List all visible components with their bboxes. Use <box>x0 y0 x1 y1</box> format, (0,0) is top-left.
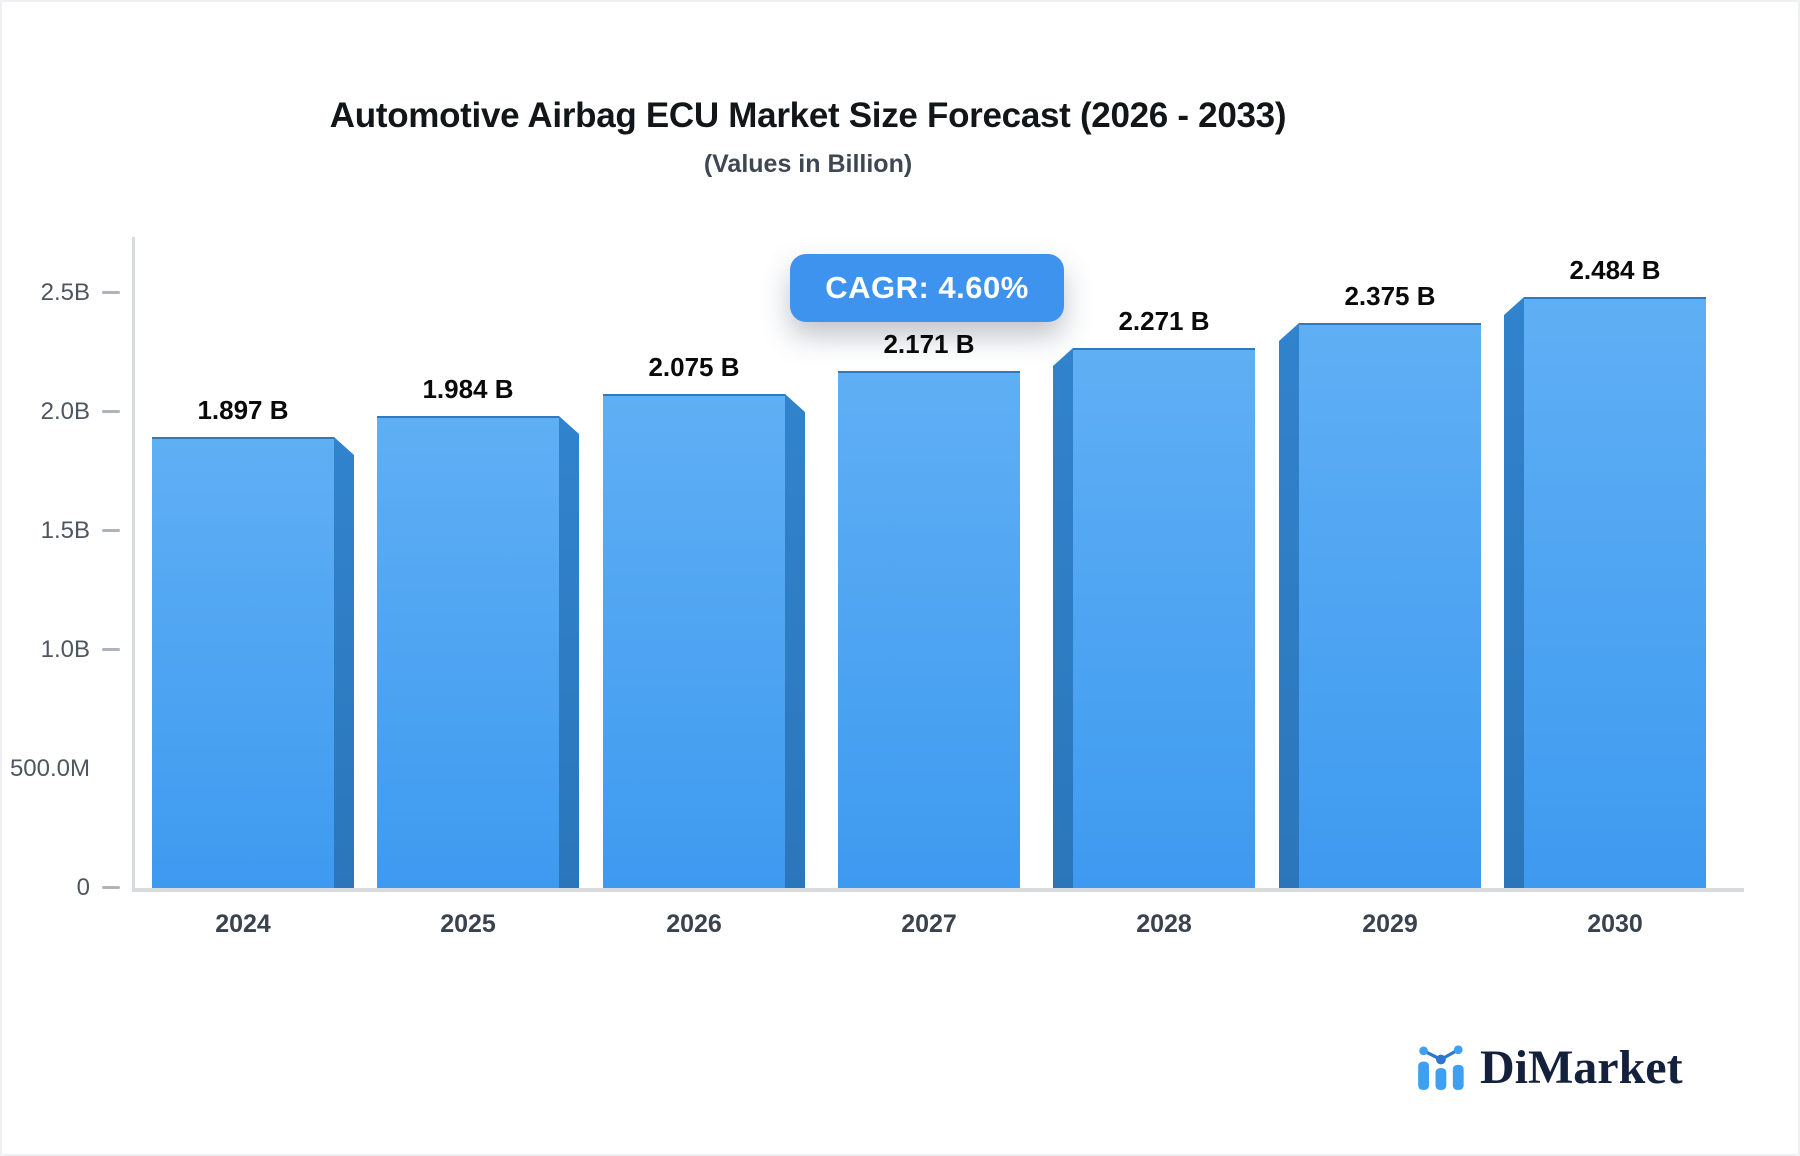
bar <box>1073 348 1255 888</box>
y-tick-mark <box>102 410 120 413</box>
chart-header: Automotive Airbag ECU Market Size Foreca… <box>2 2 1614 192</box>
y-axis-line <box>132 237 135 892</box>
x-axis-label: 2024 <box>215 910 271 938</box>
bar-value-label: 1.984 B <box>422 374 514 404</box>
bar <box>1299 323 1481 888</box>
bar-value-label: 2.171 B <box>883 329 975 359</box>
dimarket-logo: DiMarket <box>1416 1040 1683 1094</box>
y-axis-label: 1.0B <box>40 636 90 663</box>
bar-3d-side <box>559 416 579 888</box>
x-axis-label: 2028 <box>1136 910 1192 938</box>
bar-value-label: 1.897 B <box>197 395 289 425</box>
chart-title: Automotive Airbag ECU Market Size Foreca… <box>329 96 1287 135</box>
y-tick-mark <box>102 648 120 651</box>
cagr-badge-label: CAGR: 4.60% <box>825 270 1029 305</box>
y-axis-label: 0 <box>76 874 90 901</box>
bar-3d-side <box>785 394 805 888</box>
y-tick-mark <box>102 886 120 889</box>
y-axis-label: 2.0B <box>40 398 90 425</box>
bar <box>152 437 334 888</box>
x-axis-label: 2027 <box>901 910 957 938</box>
bar-3d-side <box>334 437 354 888</box>
bar-3d-side <box>1504 297 1524 888</box>
bar <box>838 371 1020 888</box>
bar-value-label: 2.075 B <box>648 352 740 382</box>
x-axis-label: 2026 <box>666 910 722 938</box>
cagr-badge: CAGR: 4.60% <box>790 254 1064 322</box>
x-axis-label: 2030 <box>1587 910 1643 938</box>
bar <box>603 394 785 888</box>
x-axis-label: 2025 <box>440 910 496 938</box>
y-axis-label: 2.5B <box>40 279 90 306</box>
bar-value-label: 2.375 B <box>1344 281 1436 311</box>
dimarket-logo-text: DiMarket <box>1480 1040 1683 1094</box>
dimarket-logo-icon <box>1418 1045 1464 1090</box>
x-axis-line <box>132 888 1744 892</box>
y-axis-label: 1.5B <box>40 517 90 544</box>
y-tick-mark <box>102 291 120 294</box>
bar-value-label: 2.484 B <box>1569 255 1661 285</box>
y-axis-label: 500.0M <box>9 755 90 782</box>
bar-3d-side <box>1053 348 1073 888</box>
bar-value-label: 2.271 B <box>1118 306 1210 336</box>
bar <box>377 416 559 888</box>
chart-subtitle: (Values in Billion) <box>703 150 913 178</box>
bar <box>1524 297 1706 888</box>
y-tick-mark <box>102 529 120 532</box>
x-axis-label: 2029 <box>1362 910 1418 938</box>
bar-3d-side <box>1279 323 1299 888</box>
